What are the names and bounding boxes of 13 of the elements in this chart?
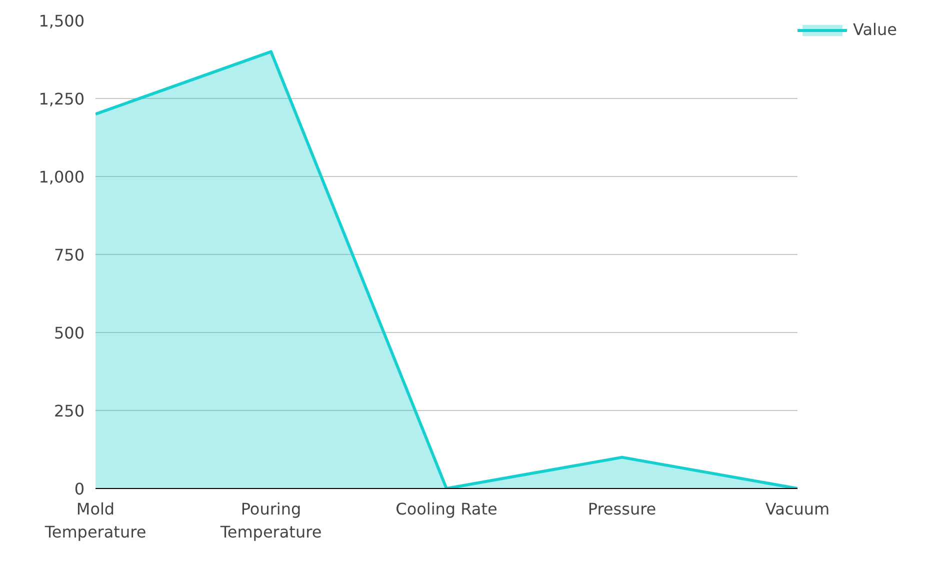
legend-label: Value <box>853 20 897 39</box>
y-tick-label: 500 <box>54 324 85 342</box>
x-tick-label: Pouring Temperature <box>219 500 322 542</box>
x-tick-label: Vacuum <box>765 500 830 518</box>
y-tick-label: 1,500 <box>38 12 85 30</box>
y-tick-label: 1,000 <box>38 168 85 186</box>
y-tick-label: 0 <box>74 480 85 498</box>
y-tick-label: 750 <box>54 246 85 264</box>
x-tick-label: Cooling Rate <box>396 500 498 518</box>
x-tick-label: Mold Temperature <box>44 500 146 542</box>
y-tick-label: 250 <box>54 402 85 420</box>
x-tick-label: Pressure <box>588 500 656 518</box>
y-tick-label: 1,250 <box>38 90 85 108</box>
